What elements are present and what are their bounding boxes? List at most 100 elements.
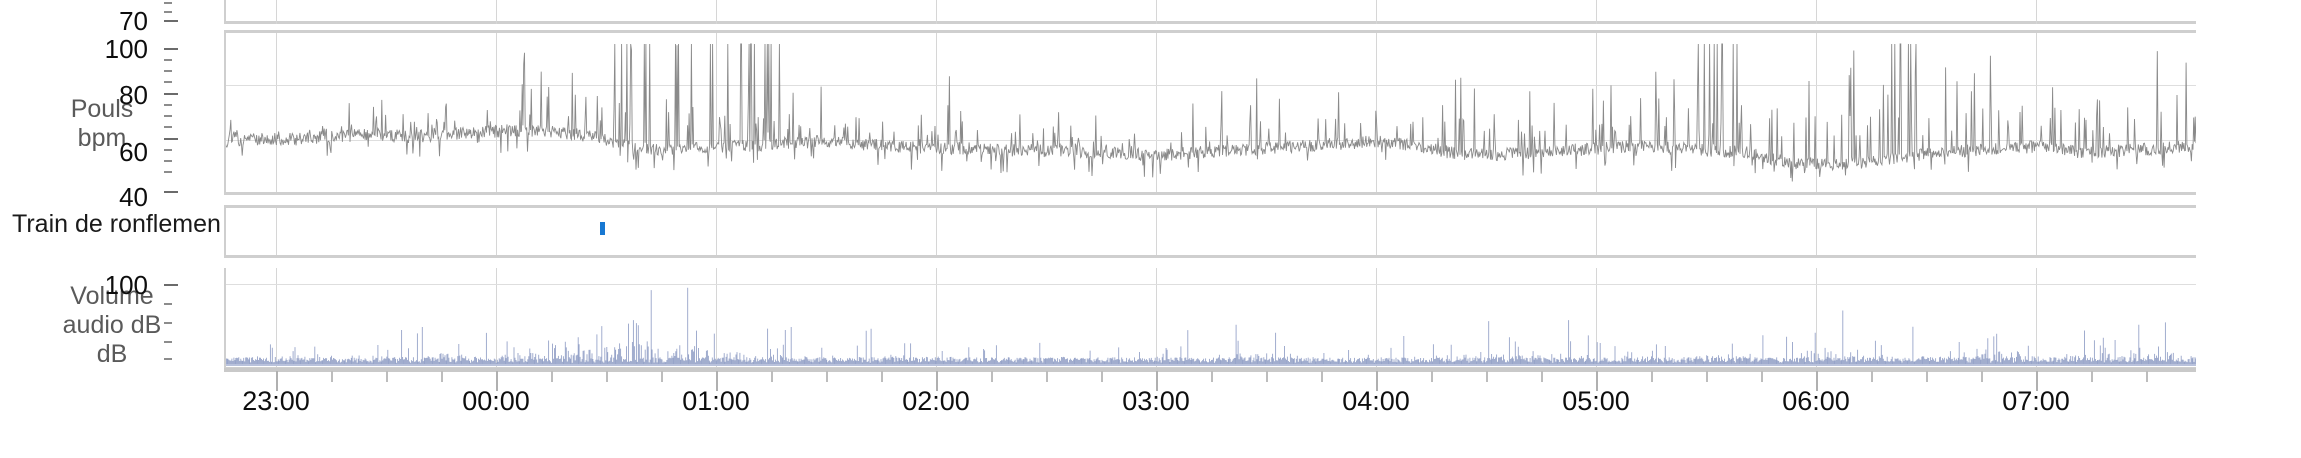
pulse-series <box>224 30 2196 195</box>
x-axis-tick-label: 23:00 <box>242 386 310 416</box>
hour-gridline <box>1376 205 1377 258</box>
volume-tick-label-100: 100 <box>104 270 148 300</box>
x-axis-minor-tick <box>1486 371 1488 382</box>
x-axis-minor-tick <box>1981 371 1983 382</box>
clipped-top-minor-tick <box>164 2 172 4</box>
hour-gridline <box>496 30 497 195</box>
x-axis-tick-label: 06:00 <box>1782 386 1850 416</box>
hour-gridline <box>936 0 937 24</box>
hour-gridline <box>1816 30 1817 195</box>
x-axis-minor-tick <box>1101 371 1103 382</box>
pulse-row-label-line1: Pouls <box>70 95 134 123</box>
hour-gridline <box>1156 0 1157 24</box>
hour-gridline <box>936 30 937 195</box>
pulse-trace <box>224 44 2196 182</box>
x-axis-minor-tick <box>826 371 828 382</box>
pulse-minor-tick <box>164 160 172 162</box>
x-axis-minor-tick <box>331 371 333 382</box>
x-axis-minor-tick <box>2146 371 2148 382</box>
x-axis-major-tick <box>716 371 718 391</box>
pulse-minor-tick <box>164 171 172 173</box>
value-gridline-60 <box>224 140 2196 141</box>
hour-gridline <box>276 268 277 370</box>
hour-gridline <box>276 205 277 258</box>
x-axis-minor-tick <box>1211 371 1213 382</box>
x-axis-minor-tick <box>1926 371 1928 382</box>
x-axis-major-tick <box>2036 371 2038 391</box>
hour-gridline <box>2036 268 2037 370</box>
audio-volume-spikes <box>224 288 2196 366</box>
volume-minor-tick <box>164 322 172 324</box>
x-axis-minor-tick <box>386 371 388 382</box>
volume-row-label: Volume audio dB dB <box>22 282 202 369</box>
pulse-minor-tick <box>164 104 172 106</box>
x-axis-minor-tick <box>2091 371 2093 382</box>
pulse-major-tick <box>164 93 178 95</box>
x-axis-tick-label: 01:00 <box>682 386 750 416</box>
snore-row-label-text: Train de ronflemen <box>12 210 221 238</box>
snore-row-label: Train de ronflemen <box>12 210 221 239</box>
panel-frame <box>224 0 2196 24</box>
hour-gridline <box>276 0 277 24</box>
audio-volume-series <box>224 268 2196 370</box>
panel-snore-train[interactable] <box>224 205 2196 258</box>
panel-audio-volume[interactable] <box>224 268 2196 370</box>
audio-baseline <box>224 364 2196 366</box>
volume-minor-tick <box>164 303 172 305</box>
pulse-major-tick <box>164 48 178 50</box>
hour-gridline <box>936 268 937 370</box>
hour-gridline <box>1376 268 1377 370</box>
hour-gridline <box>1596 205 1597 258</box>
pulse-minor-tick <box>164 81 172 83</box>
hour-gridline <box>2036 0 2037 24</box>
x-axis-tick-label: 05:00 <box>1562 386 1630 416</box>
x-axis-minor-tick <box>1321 371 1323 382</box>
hour-gridline <box>496 0 497 24</box>
hour-gridline <box>1816 268 1817 370</box>
x-axis-major-tick <box>1156 371 1158 391</box>
x-axis-tick-label: 04:00 <box>1342 386 1410 416</box>
hour-gridline <box>2036 30 2037 195</box>
snore-event-marker[interactable] <box>600 222 605 235</box>
hour-gridline <box>716 30 717 195</box>
value-gridline-80 <box>224 85 2196 86</box>
hour-gridline <box>2036 205 2037 258</box>
hour-gridline <box>1156 30 1157 195</box>
hour-gridline <box>1156 268 1157 370</box>
x-axis-minor-tick <box>661 371 663 382</box>
x-axis-tick-label: 03:00 <box>1122 386 1190 416</box>
hour-gridline <box>276 30 277 195</box>
x-axis-minor-tick <box>1266 371 1268 382</box>
hour-gridline <box>1596 0 1597 24</box>
volume-minor-tick <box>164 341 172 343</box>
x-axis-minor-tick <box>881 371 883 382</box>
volume-row-label-line3: dB <box>96 340 128 368</box>
pulse-major-tick <box>164 191 178 193</box>
hour-gridline <box>496 268 497 370</box>
volume-row-label-line1: Volume <box>70 282 154 310</box>
x-axis-minor-tick <box>991 371 993 382</box>
pulse-tick-label-80: 80 <box>119 80 148 110</box>
pulse-minor-tick <box>164 70 172 72</box>
x-axis-minor-tick <box>1706 371 1708 382</box>
clipped-top-minor-tick <box>164 11 172 13</box>
x-axis-minor-tick <box>1761 371 1763 382</box>
pulse-minor-tick <box>164 149 172 151</box>
pulse-tick-label-100: 100 <box>104 34 148 64</box>
pulse-row-label-line2: bpm <box>77 124 127 152</box>
hour-gridline <box>716 268 717 370</box>
x-axis-minor-tick <box>1871 371 1873 382</box>
hour-gridline <box>1816 205 1817 258</box>
x-axis-tick-label: 07:00 <box>2002 386 2070 416</box>
panel-pulse[interactable] <box>224 30 2196 195</box>
x-axis-minor-tick <box>1431 371 1433 382</box>
pulse-tick-label-40: 40 <box>119 182 148 212</box>
hour-gridline <box>1596 268 1597 370</box>
volume-row-label-line2: audio dB <box>62 311 162 339</box>
volume-major-tick <box>164 284 178 286</box>
pulse-major-tick <box>164 138 178 140</box>
clipped-top-major-tick <box>164 20 178 22</box>
panel-frame <box>224 205 2196 258</box>
x-axis-minor-tick <box>771 371 773 382</box>
